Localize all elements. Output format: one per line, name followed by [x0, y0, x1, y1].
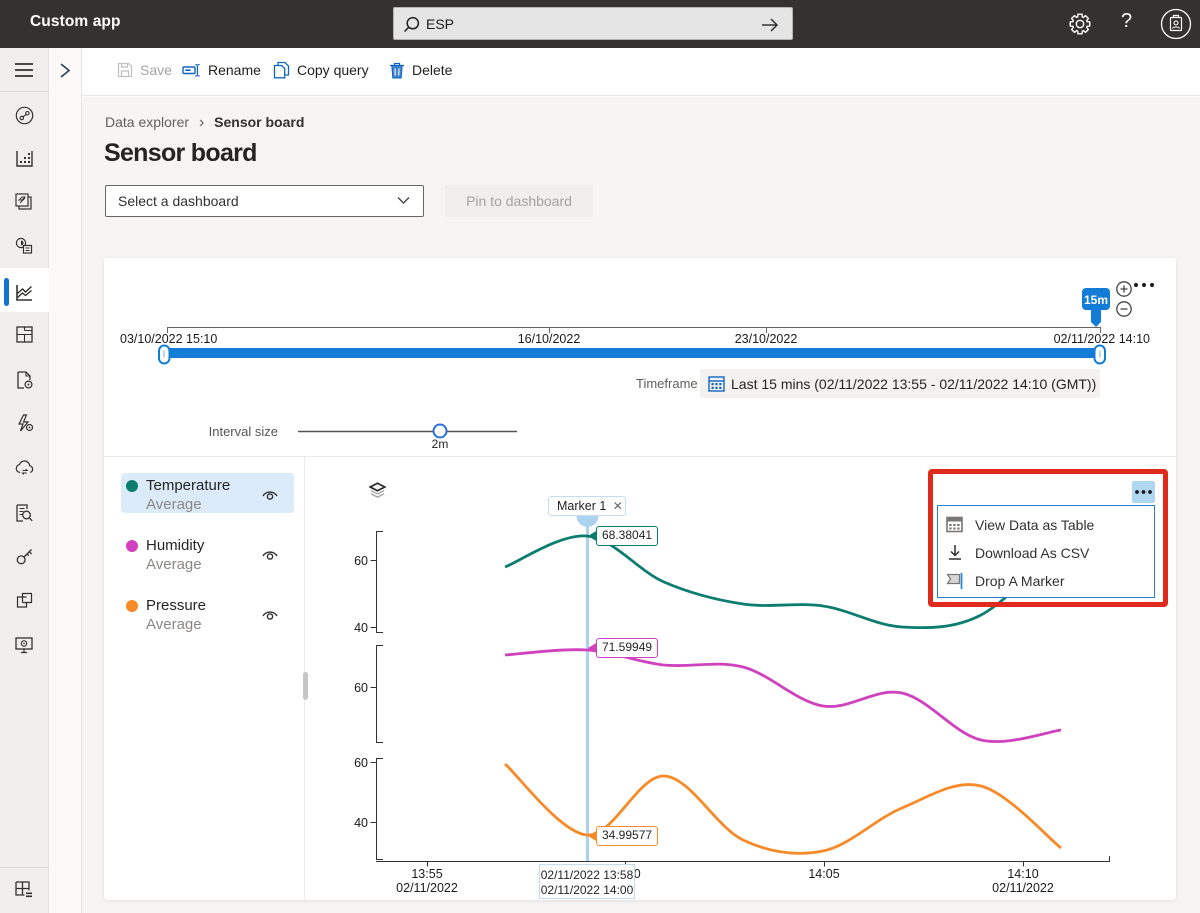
svg-text:16/10/2022: 16/10/2022: [518, 332, 581, 346]
svg-text:40: 40: [354, 816, 368, 830]
svg-text:2m: 2m: [432, 437, 449, 451]
svg-text:60: 60: [354, 554, 368, 568]
svg-text:02/11/2022: 02/11/2022: [992, 881, 1054, 895]
svg-text:60: 60: [354, 681, 368, 695]
svg-text:15m: 15m: [1084, 293, 1108, 307]
svg-text:03/10/2022 15:10: 03/10/2022 15:10: [120, 332, 217, 346]
svg-text:Interval size: Interval size: [209, 424, 278, 439]
svg-text:40: 40: [354, 621, 368, 635]
svg-text:14:05: 14:05: [808, 867, 839, 881]
svg-text:23/10/2022: 23/10/2022: [735, 332, 798, 346]
svg-text:14:10: 14:10: [1007, 867, 1038, 881]
svg-text:02/11/2022 14:10: 02/11/2022 14:10: [1054, 332, 1150, 346]
svg-text:60: 60: [354, 756, 368, 770]
svg-text:02/11/2022: 02/11/2022: [396, 881, 458, 895]
svg-text:13:55: 13:55: [411, 867, 442, 881]
